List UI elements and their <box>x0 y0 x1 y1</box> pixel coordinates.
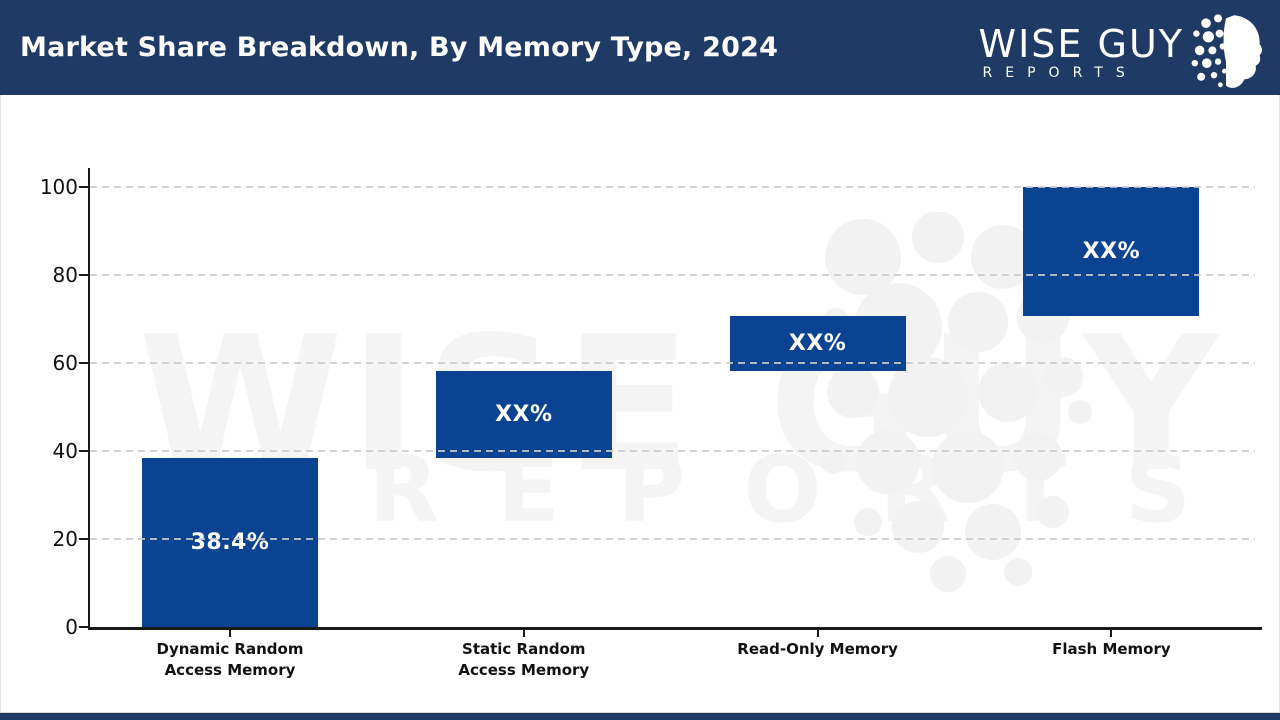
bar-value-label: XX% <box>788 330 847 356</box>
y-axis-line <box>88 168 90 629</box>
gridline-60 <box>90 362 1255 364</box>
footer-bar <box>0 713 1280 720</box>
x-category-label-line: Access Memory <box>458 661 590 679</box>
y-tick <box>79 186 88 188</box>
brand-logo-subname: REPORTS <box>982 64 1138 81</box>
y-tick <box>79 362 88 364</box>
x-axis-line <box>88 627 1262 630</box>
y-tick-label: 100 <box>39 175 78 199</box>
y-tick <box>79 538 88 540</box>
header-bar: Market Share Breakdown, By Memory Type, … <box>0 0 1280 95</box>
logo-face-icon <box>1191 14 1262 88</box>
y-tick <box>79 450 88 452</box>
bar-segment: XX% <box>729 315 906 371</box>
y-tick-label: 20 <box>52 527 78 551</box>
x-category-label-line: Dynamic Random <box>156 640 304 658</box>
gridline-80 <box>90 274 1255 276</box>
bar-value-label: XX% <box>1082 238 1141 264</box>
x-tick <box>1110 630 1113 637</box>
page-title: Market Share Breakdown, By Memory Type, … <box>20 32 779 63</box>
y-tick-label: 60 <box>52 351 78 375</box>
x-category-label: Flash Memory <box>961 639 1261 660</box>
brand-logo-name: WISE GUY <box>978 21 1184 66</box>
x-category-label: Static Random Access Memory <box>374 639 674 681</box>
bar-segment: 38.4% <box>142 458 318 627</box>
x-tick <box>229 630 231 637</box>
x-tick <box>522 630 525 637</box>
bar-segment: XX% <box>435 370 612 459</box>
y-tick-label: 0 <box>65 615 78 639</box>
bar-segment: XX% <box>1023 187 1200 316</box>
x-category-label-line: Read-Only Memory <box>737 640 898 658</box>
x-category-label-line: Flash Memory <box>1052 640 1171 658</box>
y-tick <box>79 274 88 276</box>
gridline-40 <box>90 450 1255 452</box>
x-category-label-line: Static Random <box>462 640 586 658</box>
x-tick <box>816 630 819 637</box>
gridline-20 <box>90 538 1255 540</box>
brand-logo: WISE GUY REPORTS <box>979 10 1262 94</box>
bar-value-label: 38.4% <box>190 530 270 555</box>
watermark-face-icon <box>821 212 1092 592</box>
x-category-label: Read-Only Memory <box>668 639 968 660</box>
bar-value-label: XX% <box>495 401 553 427</box>
gridline-100 <box>90 186 1255 188</box>
x-category-label-line: Access Memory <box>164 661 296 679</box>
y-tick <box>79 626 88 628</box>
x-category-label: Dynamic Random Access Memory <box>80 639 380 681</box>
footer-hairline <box>0 712 1280 713</box>
y-tick-label: 40 <box>52 439 78 463</box>
brand-logo-text: WISE GUY REPORTS <box>979 24 1184 81</box>
y-tick-label: 80 <box>52 263 78 287</box>
